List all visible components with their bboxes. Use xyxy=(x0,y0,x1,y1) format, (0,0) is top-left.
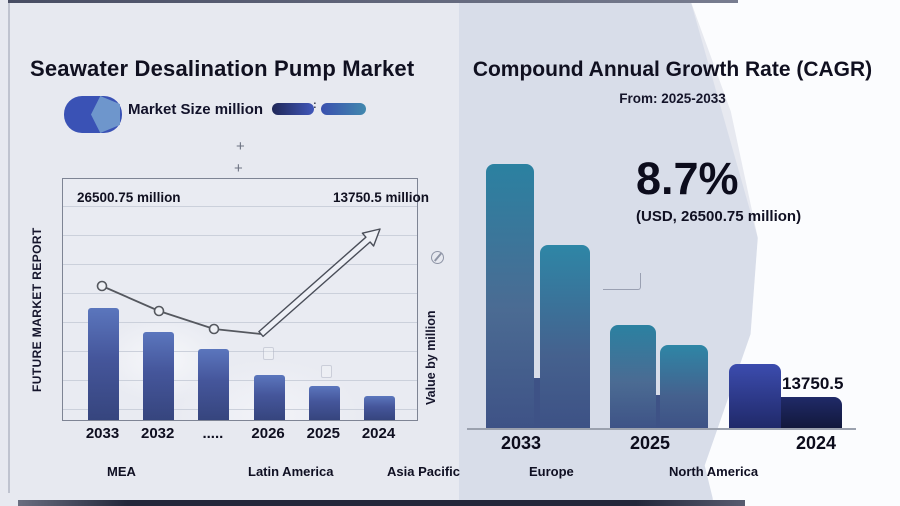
left-x-label: 2033 xyxy=(85,425,120,442)
left-bar-2024 xyxy=(364,396,395,420)
left-border-line xyxy=(8,3,10,493)
cagr-title: Compound Annual Growth Rate (CAGR) xyxy=(472,58,873,81)
cylinder-icon xyxy=(64,96,122,133)
legend-label: Europe xyxy=(529,464,574,479)
north-america-diamond-icon xyxy=(648,465,661,478)
left-x-label: ..... xyxy=(202,425,224,442)
chart-annotation-start-value: 26500.75 million xyxy=(77,190,181,205)
legend-label: North America xyxy=(669,464,759,479)
legend-item-latin-america: Latin America xyxy=(229,464,334,479)
left-bar-2026 xyxy=(253,375,285,420)
left-bar-2032 xyxy=(143,332,175,420)
cagr-bar-2024-left xyxy=(729,364,781,430)
cagr-bar-2033-right xyxy=(540,245,590,430)
left-chart-bars xyxy=(63,179,417,420)
gradient-pill-teal-icon xyxy=(321,103,366,115)
left-bar-2033 xyxy=(88,308,119,420)
cagr-chart-x-axis xyxy=(467,428,856,430)
chart-gridlines xyxy=(63,179,417,420)
ghost-document-icon xyxy=(321,365,332,378)
legend-item-north-america: North America xyxy=(650,464,758,479)
ghost-document-icon xyxy=(263,347,274,360)
legend-label: Latin America xyxy=(248,464,334,479)
growth-arrow-icon xyxy=(258,228,381,338)
market-size-label: Market Size million xyxy=(128,101,264,118)
left-x-label: 2025 xyxy=(306,425,340,442)
top-border-line xyxy=(8,0,738,3)
asia-pacific-diamond-icon xyxy=(366,465,379,478)
europe-diamond-icon xyxy=(508,465,521,478)
left-x-label: 2032 xyxy=(141,425,175,442)
slashed-circle-icon xyxy=(431,251,444,264)
left-x-label: 2024 xyxy=(361,425,396,442)
cagr-x-label: 2025 xyxy=(629,433,671,453)
cagr-percentage: 8.7% xyxy=(636,153,739,204)
left-bar-..... xyxy=(198,349,230,420)
cagr-bar-connector xyxy=(656,395,660,430)
page-title: Seawater Desalination Pump Market xyxy=(30,56,415,81)
cagr-bar-2024-right xyxy=(781,397,842,430)
step-line-decoration xyxy=(603,273,641,290)
mea-diamond-icon xyxy=(86,465,99,478)
legend-item-asia-pacific: Asia Pacific xyxy=(368,464,460,479)
region-legend: MEA Latin America Asia Pacific Europe No… xyxy=(0,464,900,486)
latin-america-diamond-icon xyxy=(227,465,240,478)
cagr-bar-2025-left xyxy=(610,325,656,430)
gradient-pill-dark-icon xyxy=(272,103,314,115)
cagr-usd-note: (USD, 26500.75 million) xyxy=(636,208,802,225)
cagr-bar-2025-right xyxy=(660,345,708,430)
trend-line-overlay xyxy=(96,228,381,338)
legend-item-europe: Europe xyxy=(510,464,574,479)
legend-label: MEA xyxy=(107,464,136,479)
cagr-x-label: 2024 xyxy=(795,433,837,453)
plus-decoration-icon: + xyxy=(236,138,245,155)
cagr-bar-2033-left xyxy=(486,164,534,430)
left-bar-2025 xyxy=(308,386,340,420)
cagr-subtitle: From: 2025-2033 xyxy=(619,91,726,106)
cagr-value-block: 8.7% (USD, 26500.75 million) xyxy=(636,156,801,225)
plus-decoration-icon: + xyxy=(234,160,243,177)
bottom-border-strip xyxy=(18,500,745,506)
left-x-label: 2026 xyxy=(251,425,285,442)
chart-annotation-end-value: 13750.5 million xyxy=(332,190,429,205)
legend-item-mea: MEA xyxy=(88,464,136,479)
legend-label: Asia Pacific xyxy=(387,464,460,479)
market-size-chart-panel: 26500.75 million 13750.5 million xyxy=(62,178,429,421)
pill-separator: : xyxy=(313,99,317,111)
cagr-bar-connector xyxy=(534,378,540,430)
left-chart-x-axis-labels: 2033 2032..... 2026 2025 2024 xyxy=(62,425,418,445)
cagr-x-label: 2033 xyxy=(500,433,542,453)
cagr-2024-value-label: 13750.5 xyxy=(782,374,844,393)
